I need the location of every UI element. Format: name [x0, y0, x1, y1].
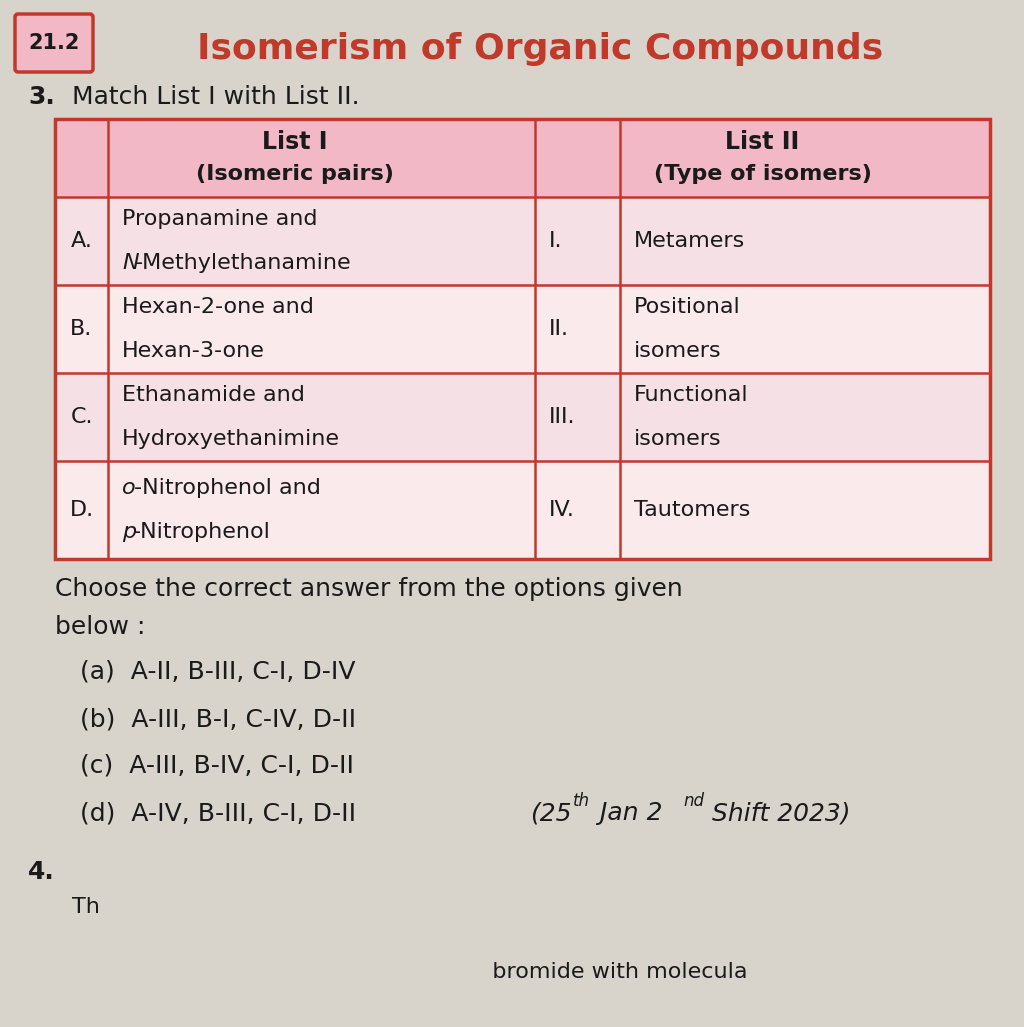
Text: Hydroxyethanimine: Hydroxyethanimine [122, 429, 340, 449]
Text: C.: C. [71, 407, 93, 427]
Text: (a)  A-II, B-III, C-I, D-IV: (a) A-II, B-III, C-I, D-IV [80, 660, 355, 684]
Text: IV.: IV. [549, 500, 574, 520]
Text: Choose the correct answer from the options given: Choose the correct answer from the optio… [55, 577, 683, 601]
Text: II.: II. [549, 319, 569, 339]
Text: I.: I. [549, 231, 562, 251]
Text: (Type of isomers): (Type of isomers) [653, 164, 871, 184]
Text: Propanamine and: Propanamine and [122, 210, 317, 229]
Text: below :: below : [55, 615, 145, 639]
Text: Th: Th [72, 897, 100, 917]
Text: nd: nd [683, 792, 705, 810]
Text: (25: (25 [530, 801, 571, 825]
Text: List I: List I [262, 130, 328, 154]
Text: Shift 2023): Shift 2023) [705, 801, 851, 825]
Text: 21.2: 21.2 [29, 33, 80, 53]
FancyBboxPatch shape [55, 197, 990, 286]
Text: p: p [122, 522, 136, 542]
Text: Metamers: Metamers [634, 231, 745, 251]
Text: Functional: Functional [634, 385, 749, 405]
Text: 3.: 3. [28, 85, 54, 109]
Text: Positional: Positional [634, 297, 740, 317]
Text: -Nitrophenol and: -Nitrophenol and [134, 478, 321, 498]
Text: Tautomers: Tautomers [634, 500, 751, 520]
Text: (d)  A-IV, B-III, C-I, D-II: (d) A-IV, B-III, C-I, D-II [80, 801, 356, 825]
Text: B.: B. [71, 319, 92, 339]
FancyBboxPatch shape [55, 373, 990, 461]
Text: Match List I with List II.: Match List I with List II. [72, 85, 359, 109]
Text: III.: III. [549, 407, 575, 427]
Text: -Nitrophenol: -Nitrophenol [133, 522, 271, 542]
Text: bromide with molecula: bromide with molecula [300, 962, 748, 982]
Text: N: N [122, 253, 138, 273]
Text: (c)  A-III, B-IV, C-I, D-II: (c) A-III, B-IV, C-I, D-II [80, 754, 354, 778]
Text: isomers: isomers [634, 341, 722, 362]
Text: A.: A. [71, 231, 92, 251]
Text: -Methylethanamine: -Methylethanamine [135, 253, 351, 273]
Text: th: th [573, 792, 590, 810]
Text: 4.: 4. [28, 860, 54, 884]
Text: List II: List II [725, 130, 800, 154]
Text: Jan 2: Jan 2 [592, 801, 663, 825]
Text: Ethanamide and: Ethanamide and [122, 385, 305, 405]
Text: o: o [122, 478, 135, 498]
Text: isomers: isomers [634, 429, 722, 449]
Text: (b)  A-III, B-I, C-IV, D-II: (b) A-III, B-I, C-IV, D-II [80, 707, 356, 731]
Text: Isomerism of Organic Compounds: Isomerism of Organic Compounds [197, 32, 883, 66]
FancyBboxPatch shape [15, 14, 93, 72]
Text: Hexan-3-one: Hexan-3-one [122, 341, 265, 362]
FancyBboxPatch shape [55, 119, 990, 197]
Text: (Isomeric pairs): (Isomeric pairs) [196, 164, 394, 184]
FancyBboxPatch shape [55, 286, 990, 373]
Text: D.: D. [70, 500, 93, 520]
FancyBboxPatch shape [55, 461, 990, 559]
Text: Hexan-2-one and: Hexan-2-one and [122, 297, 314, 317]
